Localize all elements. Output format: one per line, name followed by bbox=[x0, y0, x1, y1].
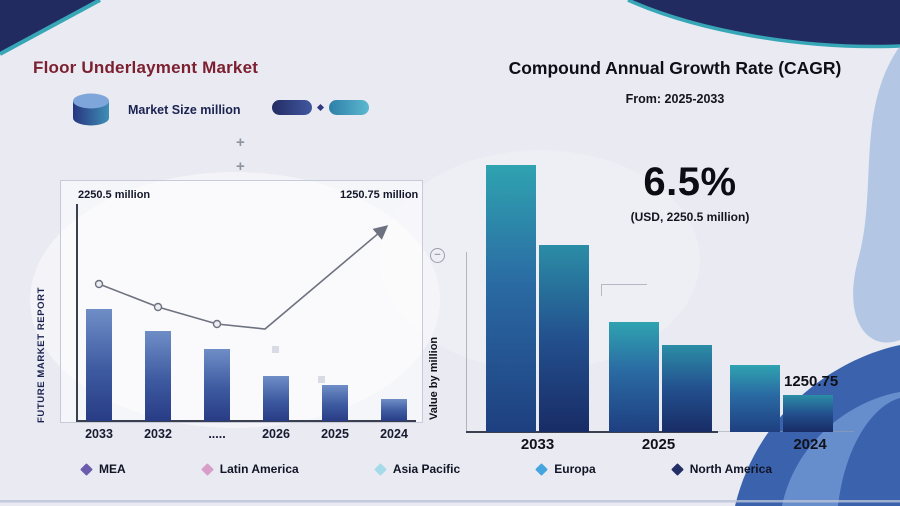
cylinder-legend-icon bbox=[73, 93, 109, 126]
right-y-axis-label: Value by million bbox=[428, 336, 440, 420]
market-size-columns: 2033 2032..... 2026 2025 2024 bbox=[78, 186, 415, 444]
legend-item-north-america: North America bbox=[670, 462, 772, 476]
cagr-bar bbox=[539, 245, 589, 432]
plus-icon: + bbox=[236, 158, 245, 175]
cagr-note: (USD, 2250.5 million) bbox=[630, 210, 750, 224]
legend-item-mea: MEA bbox=[80, 462, 126, 476]
market-size-bar bbox=[381, 399, 407, 421]
market-size-bar bbox=[204, 349, 230, 421]
decorative-capsules bbox=[272, 100, 369, 115]
x-tick-label: 2026 bbox=[262, 427, 290, 441]
cagr-bar bbox=[783, 395, 833, 432]
capsule-dot-icon bbox=[316, 103, 325, 112]
left-x-axis bbox=[76, 420, 416, 422]
legend-diamond-icon bbox=[535, 462, 549, 476]
market-size-column: 2033 bbox=[78, 186, 120, 444]
legend-label: North America bbox=[689, 462, 772, 476]
legend-label: Latin America bbox=[219, 462, 299, 476]
market-size-column: 2024 bbox=[373, 186, 415, 444]
legend-label: Europa bbox=[554, 462, 596, 476]
legend-label: Asia Pacific bbox=[392, 462, 461, 476]
cagr-value: 6.5% bbox=[643, 160, 737, 204]
left-y-axis bbox=[76, 204, 78, 421]
cagr-bar bbox=[730, 365, 780, 432]
x-tick-label: 2033 bbox=[85, 427, 113, 441]
right-chart-subtitle: From: 2025-2033 bbox=[625, 92, 725, 106]
minus-circle-icon: − bbox=[430, 248, 445, 263]
right-x-axis bbox=[466, 431, 718, 433]
market-size-column: 2032 bbox=[137, 186, 179, 444]
x-tick-label: 2024 bbox=[380, 427, 408, 441]
legend-label: MEA bbox=[99, 462, 126, 476]
x-tick-label: ..... bbox=[208, 427, 226, 441]
x-tick-label-2033: 2033 bbox=[520, 436, 555, 453]
market-size-column: 2025 bbox=[314, 186, 356, 444]
market-size-bar bbox=[263, 376, 289, 421]
left-y-axis-label: FUTURE MARKET REPORT bbox=[36, 286, 47, 423]
legend-item-latin-america: Latin America bbox=[200, 462, 299, 476]
market-size-bar bbox=[86, 309, 112, 421]
legend-diamond-icon bbox=[670, 462, 684, 476]
cagr-bar-group-2033 bbox=[486, 165, 589, 432]
right-y-axis bbox=[466, 252, 467, 432]
legend-item-asia-pacific: Asia Pacific bbox=[373, 462, 461, 476]
value-annotation-2033: 2250.5 million bbox=[78, 189, 151, 201]
plus-icon: + bbox=[236, 134, 245, 151]
decorative-bracket bbox=[601, 284, 647, 296]
market-size-column: 2026 bbox=[255, 186, 297, 444]
market-size-bar bbox=[145, 331, 171, 421]
x-tick-label-2024: 2024 bbox=[793, 436, 827, 453]
bar-value-label: 1250.75 bbox=[784, 373, 839, 390]
cagr-bar-group-2024 bbox=[730, 365, 833, 432]
legend-item-europa: Europa bbox=[535, 462, 596, 476]
capsule-dark-icon bbox=[272, 100, 312, 115]
capsule-teal-icon bbox=[329, 100, 369, 115]
x-tick-label-2025: 2025 bbox=[641, 436, 676, 453]
legend-diamond-icon bbox=[200, 462, 214, 476]
bottom-legend: MEA Latin America Asia Pacific Europa North … bbox=[80, 462, 772, 476]
market-size-bar bbox=[322, 385, 348, 421]
value-annotation-2024: 1250.75 million bbox=[340, 189, 419, 201]
legend-diamond-icon bbox=[80, 462, 93, 476]
right-chart-title: Compound Annual Growth Rate (CAGR) bbox=[508, 58, 842, 78]
market-size-column: ..... bbox=[196, 186, 238, 444]
x-tick-label: 2025 bbox=[321, 427, 349, 441]
cagr-bar bbox=[662, 345, 712, 432]
market-size-legend-label: Market Size million bbox=[128, 103, 241, 117]
legend-diamond-icon bbox=[373, 462, 387, 476]
left-chart-title: Floor Underlayment Market bbox=[33, 58, 259, 77]
cagr-bar-group-2025 bbox=[609, 322, 712, 432]
cagr-bar bbox=[609, 322, 659, 432]
cagr-bar bbox=[486, 165, 536, 432]
x-tick-label: 2032 bbox=[144, 427, 172, 441]
